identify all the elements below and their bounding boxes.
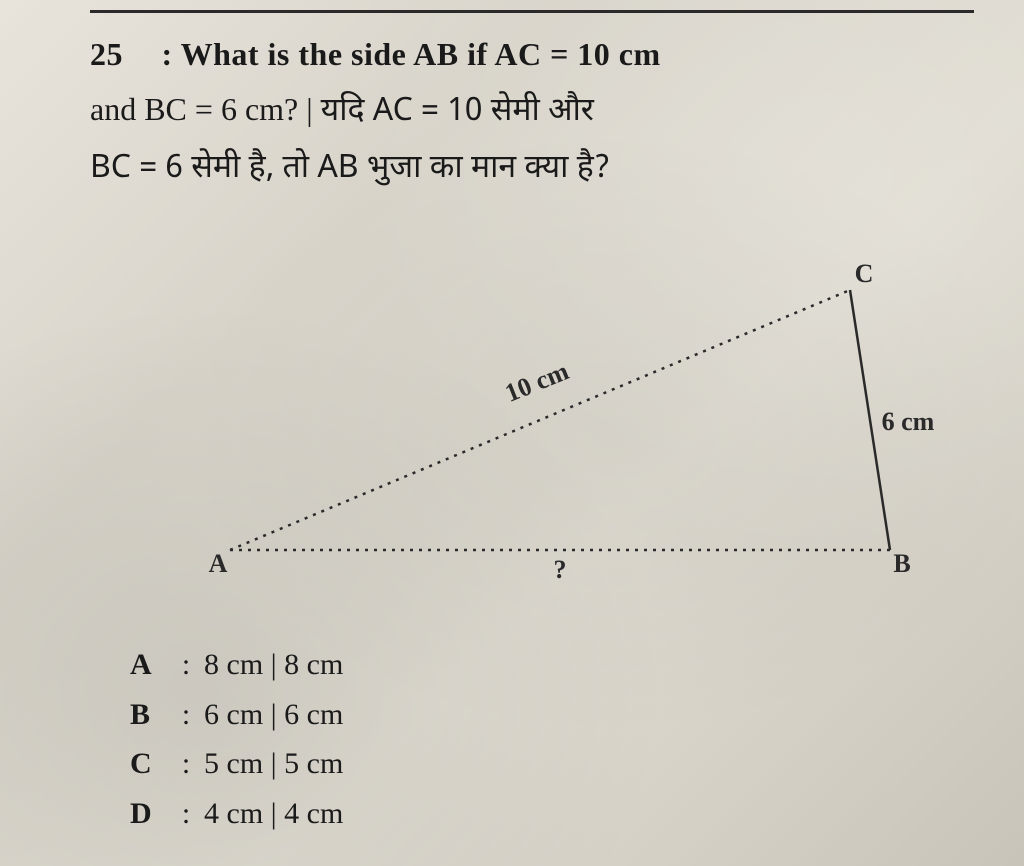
option-colon: :	[168, 789, 204, 839]
option-value-en: 5 cm	[204, 747, 263, 780]
edge-label-AB: ?	[554, 555, 567, 584]
vertex-label-A: A	[209, 549, 228, 578]
triangle-diagram: 10 cm?6 cmABC	[170, 250, 930, 590]
question-number: 25	[90, 30, 123, 78]
option-colon: :	[168, 640, 204, 690]
option-value-en: 4 cm	[204, 797, 263, 830]
edge-label-AC: 10 cm	[501, 356, 573, 408]
question-text-hi-2: BC = 6 सेमी है, तो AB भुजा का मान क्या ह…	[90, 149, 610, 191]
option-letter: A	[130, 640, 168, 690]
option-colon: :	[168, 739, 204, 789]
option-separator: |	[263, 698, 284, 731]
question-text-en-1: What is the side AB if AC = 10 cm	[181, 36, 661, 72]
option-B: B:6 cm | 6 cm	[130, 690, 343, 740]
option-value-hi: 6 cm	[284, 698, 343, 731]
edge-label-BC: 6 cm	[882, 407, 935, 436]
edge-AC	[230, 290, 850, 550]
option-separator: |	[263, 747, 284, 780]
diagram-svg: 10 cm? 6 cm A B C	[170, 250, 970, 610]
option-value-en: 6 cm	[204, 698, 263, 731]
option-letter: C	[130, 739, 168, 789]
option-value-hi: 5 cm	[284, 747, 343, 780]
option-letter: B	[130, 690, 168, 740]
option-value-en: 8 cm	[204, 648, 263, 681]
vertex-label-C: C	[855, 259, 874, 288]
option-separator: |	[263, 648, 284, 681]
question-text-hi-1: यदि AC = 10 सेमी और	[321, 92, 594, 134]
question-colon: :	[162, 36, 173, 72]
option-colon: :	[168, 690, 204, 740]
option-A: A:8 cm | 8 cm	[130, 640, 343, 690]
question-block: 25 : What is the side AB if AC = 10 cm a…	[90, 30, 974, 196]
option-value-hi: 8 cm	[284, 648, 343, 681]
option-value-hi: 4 cm	[284, 797, 343, 830]
question-text-en-2: and BC = 6 cm? |	[90, 91, 313, 127]
question-line-1: 25 : What is the side AB if AC = 10 cm	[90, 30, 974, 78]
option-D: D:4 cm | 4 cm	[130, 789, 343, 839]
top-horizontal-rule	[90, 10, 974, 13]
vertex-label-B: B	[893, 549, 910, 578]
question-line-3: BC = 6 सेमी है, तो AB भुजा का मान क्या ह…	[90, 145, 974, 196]
option-letter: D	[130, 789, 168, 839]
question-line-2: and BC = 6 cm? | यदि AC = 10 सेमी और	[90, 84, 974, 139]
options-list: A:8 cm | 8 cmB:6 cm | 6 cmC:5 cm | 5 cmD…	[130, 640, 343, 838]
option-separator: |	[263, 797, 284, 830]
option-C: C:5 cm | 5 cm	[130, 739, 343, 789]
